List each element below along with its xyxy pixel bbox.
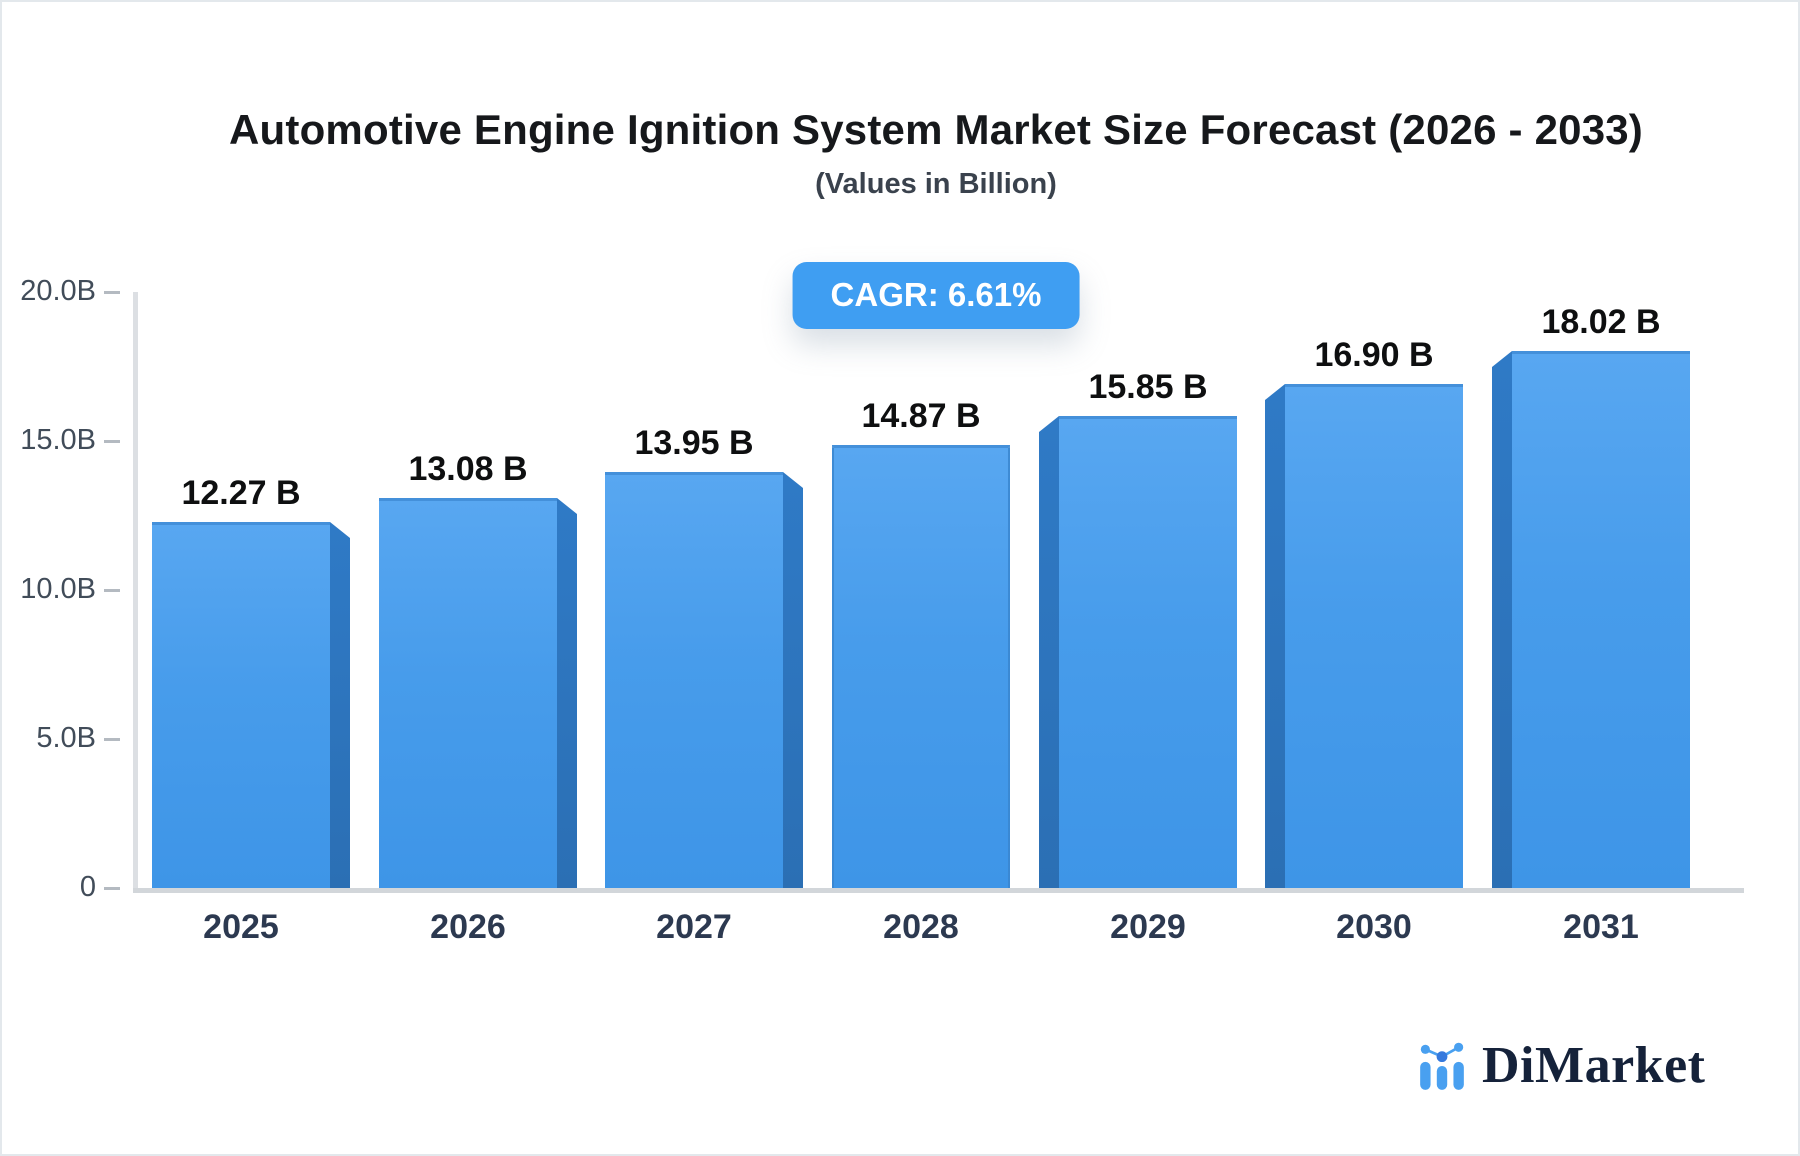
y-axis-line (133, 292, 138, 890)
x-axis-line (133, 888, 1744, 893)
mini-bar-chart-logo-icon (1420, 1042, 1464, 1090)
bar-value-label: 15.85 B (1088, 368, 1208, 406)
y-axis-tick-label: 15.0B (20, 424, 96, 456)
y-axis-tick (104, 291, 120, 294)
bar-2025 (152, 522, 330, 888)
y-axis-tick-label: 0 (79, 871, 96, 903)
bar-value-label: 16.90 B (1314, 336, 1434, 374)
bar-value-label: 13.95 B (634, 424, 754, 462)
bar-value-label: 14.87 B (861, 397, 981, 435)
y-axis-tick (104, 738, 120, 741)
x-axis-category-label: 2025 (203, 908, 279, 946)
x-axis-category-label: 2030 (1336, 908, 1412, 946)
bar-value-label: 12.27 B (181, 474, 301, 512)
y-axis-tick (104, 440, 120, 443)
x-axis-category-label: 2031 (1563, 908, 1639, 946)
cagr-badge: CAGR: 6.61% (792, 262, 1080, 329)
bar-side-3d (1039, 416, 1059, 888)
bar-2027 (605, 472, 783, 888)
bar-2031 (1512, 351, 1690, 888)
bar-2026 (379, 498, 557, 888)
bar-side-3d (330, 522, 350, 888)
bar-side-3d (783, 472, 803, 888)
y-axis-tick-label: 5.0B (36, 722, 96, 754)
x-axis-category-label: 2027 (656, 908, 732, 946)
x-axis-category-label: 2028 (883, 908, 959, 946)
bar-value-label: 13.08 B (408, 450, 528, 488)
bar-side-3d (1492, 351, 1512, 888)
bar-side-3d (557, 498, 577, 888)
y-axis-tick (104, 589, 120, 592)
x-axis-category-label: 2026 (430, 908, 506, 946)
bar-value-label: 18.02 B (1541, 303, 1661, 341)
page-title: Automotive Engine Ignition System Market… (229, 106, 1643, 153)
chart-subtitle: (Values in Billion) (815, 168, 1057, 200)
y-axis-tick (104, 887, 120, 890)
y-axis-tick-label: 10.0B (20, 573, 96, 605)
bar-side-3d (1265, 384, 1285, 888)
bar-2028 (832, 445, 1010, 888)
brand-name: DiMarket (1482, 1037, 1706, 1094)
brand-logo: DiMarket (1416, 1036, 1705, 1095)
y-axis-tick-label: 20.0B (20, 275, 96, 307)
x-axis-category-label: 2029 (1110, 908, 1186, 946)
bar-2029 (1059, 416, 1237, 888)
bar-2030 (1285, 384, 1463, 888)
